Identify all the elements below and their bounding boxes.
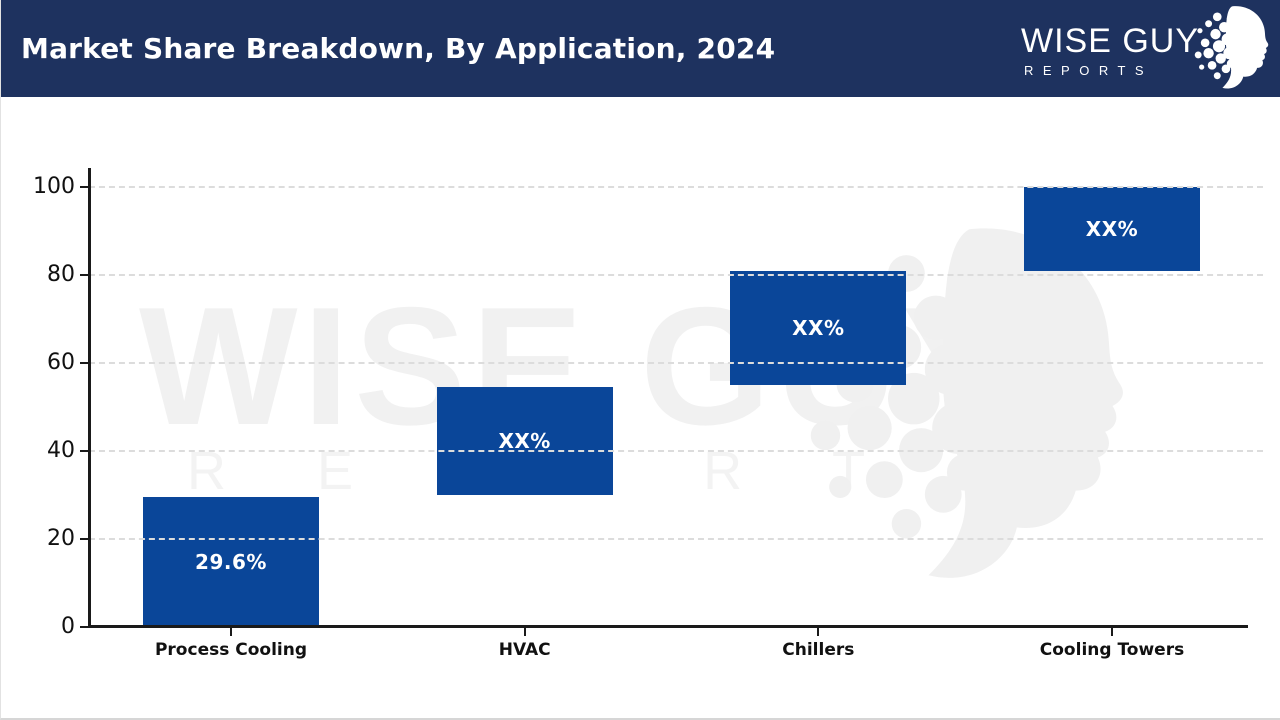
gridline-100	[89, 186, 1263, 188]
bar-hvac: XX%	[436, 387, 613, 495]
bar-value-label: XX%	[1085, 216, 1139, 241]
gridline-20	[89, 538, 1263, 540]
y-tick-20	[80, 538, 89, 540]
gridline-60	[89, 362, 1263, 364]
gridline-80	[89, 274, 1263, 276]
x-tick-1	[523, 627, 526, 636]
x-tick-0	[230, 627, 232, 636]
bar-chillers: XX%	[730, 270, 907, 385]
logo-wordmark: WISE GUY	[1021, 22, 1200, 60]
y-tick-0	[80, 626, 89, 628]
y-tick-label-80: 80	[47, 262, 75, 287]
y-axis-line	[88, 168, 91, 628]
bar-value-label: 29.6%	[195, 549, 267, 574]
y-tick-label-40: 40	[47, 438, 75, 463]
y-tick-60	[80, 362, 89, 364]
logo-text: WISE GUY REPORTS	[1021, 22, 1201, 78]
y-tick-label-20: 20	[47, 526, 75, 551]
x-axis-line	[88, 625, 1248, 628]
bar-value-label: XX%	[498, 429, 551, 454]
y-tick-100	[80, 186, 89, 188]
gridline-40	[89, 450, 1263, 452]
x-tick-3	[1111, 627, 1113, 636]
logo-subtitle: REPORTS	[1024, 63, 1154, 78]
y-tick-label-100: 100	[33, 174, 75, 199]
bar-process-cooling: 29.6%	[143, 496, 319, 627]
bar-cooling-towers: XX%	[1024, 187, 1200, 271]
wise-guy-reports-logo: WISE GUY REPORTS	[1021, 4, 1271, 94]
y-tick-40	[80, 450, 89, 452]
x-axis-label-process-cooling: Process Cooling	[154, 640, 308, 660]
header-band: Market Share Breakdown, By Application, …	[1, 0, 1280, 97]
y-tick-label-0: 0	[61, 614, 75, 639]
x-tick-2	[817, 627, 820, 636]
x-axis-label-hvac: HVAC	[498, 640, 551, 660]
dotted-head-icon	[1193, 4, 1271, 92]
bar-value-label: XX%	[792, 315, 845, 340]
y-tick-label-60: 60	[47, 350, 75, 375]
page-title: Market Share Breakdown, By Application, …	[21, 32, 776, 65]
x-axis-label-chillers: Chillers	[782, 640, 855, 660]
x-axis-label-cooling-towers: Cooling Towers	[1039, 640, 1185, 660]
y-tick-80	[80, 274, 89, 276]
